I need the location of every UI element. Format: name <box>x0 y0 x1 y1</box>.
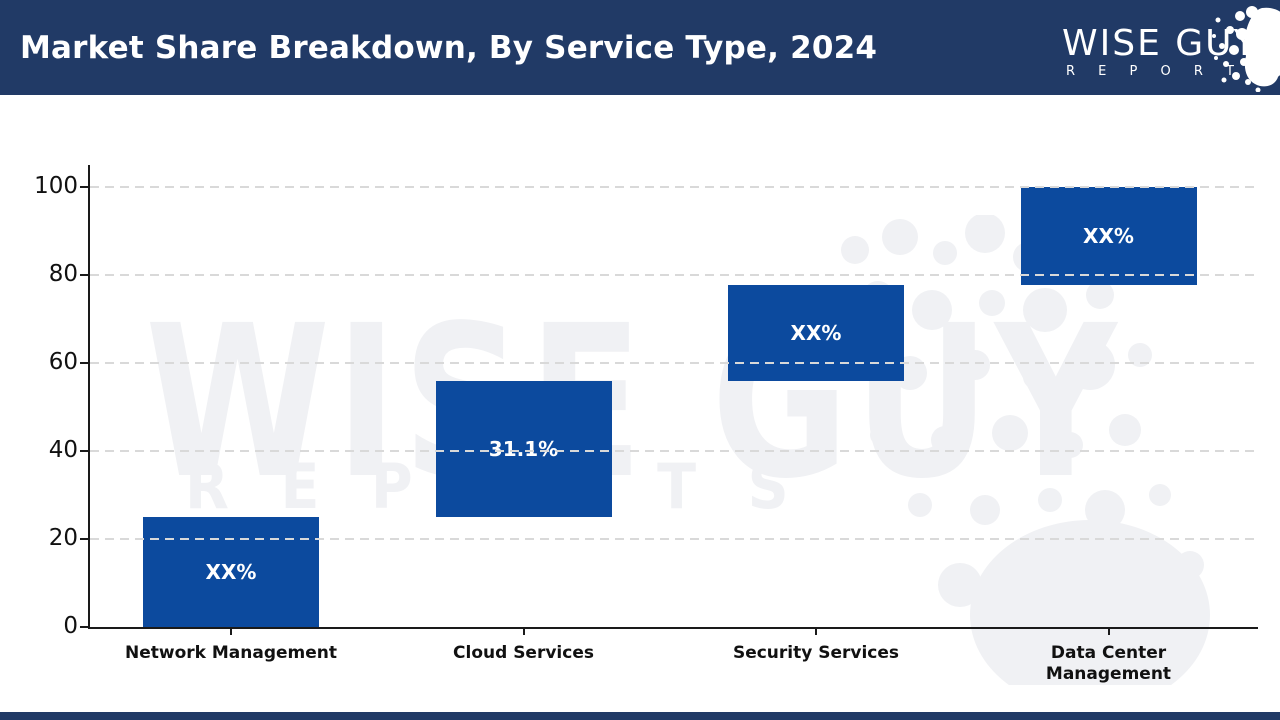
logo: WISE GUY R E P O R T S <box>1022 0 1280 95</box>
watermark-face-dots <box>812 215 1210 685</box>
bar: XX% <box>728 285 904 381</box>
y-tick-label: 40 <box>48 437 78 463</box>
x-tick-mark <box>522 629 525 635</box>
bar-value-label: 31.1% <box>488 437 559 461</box>
x-category-label: Network Management <box>124 643 337 663</box>
bar: XX% <box>1020 187 1197 286</box>
y-tick-mark <box>80 362 88 364</box>
bar-value-label: XX% <box>790 320 842 345</box>
y-axis <box>88 165 90 629</box>
header: Market Share Breakdown, By Service Type,… <box>0 0 1280 95</box>
page-title: Market Share Breakdown, By Service Type,… <box>20 29 878 66</box>
gridline <box>90 362 1258 364</box>
bar: 31.1% <box>435 380 612 518</box>
y-tick-mark <box>80 538 88 540</box>
y-tick-mark <box>80 450 88 452</box>
gridline <box>90 186 1258 188</box>
gridline <box>90 274 1258 276</box>
y-tick-label: 0 <box>63 613 78 639</box>
gridline <box>90 538 1258 540</box>
x-category-label: Data Center Management <box>1045 643 1172 685</box>
watermark-wordmark: WISE GUY <box>145 280 1122 525</box>
bar-value-label: XX% <box>205 560 257 585</box>
x-tick-mark <box>1107 629 1110 635</box>
logo-face-icon <box>1212 6 1280 92</box>
y-tick-label: 100 <box>34 173 78 199</box>
y-tick-mark <box>80 186 88 188</box>
x-tick-mark <box>230 629 232 635</box>
y-tick-label: 60 <box>48 349 78 375</box>
footer-bar <box>0 712 1280 720</box>
y-tick-mark <box>80 626 88 628</box>
y-tick-mark <box>80 274 88 276</box>
bar: XX% <box>143 517 319 627</box>
x-tick-mark <box>815 629 817 635</box>
y-tick-label: 20 <box>48 525 78 551</box>
bar-value-label: XX% <box>1083 224 1134 249</box>
x-axis <box>88 627 1258 629</box>
y-tick-label: 80 <box>48 261 78 287</box>
logo-reports-text: R E P O R T S <box>1066 64 1275 79</box>
x-category-label: Cloud Services <box>453 643 594 663</box>
x-category-label: Security Services <box>732 643 900 663</box>
gridline <box>90 450 1258 452</box>
